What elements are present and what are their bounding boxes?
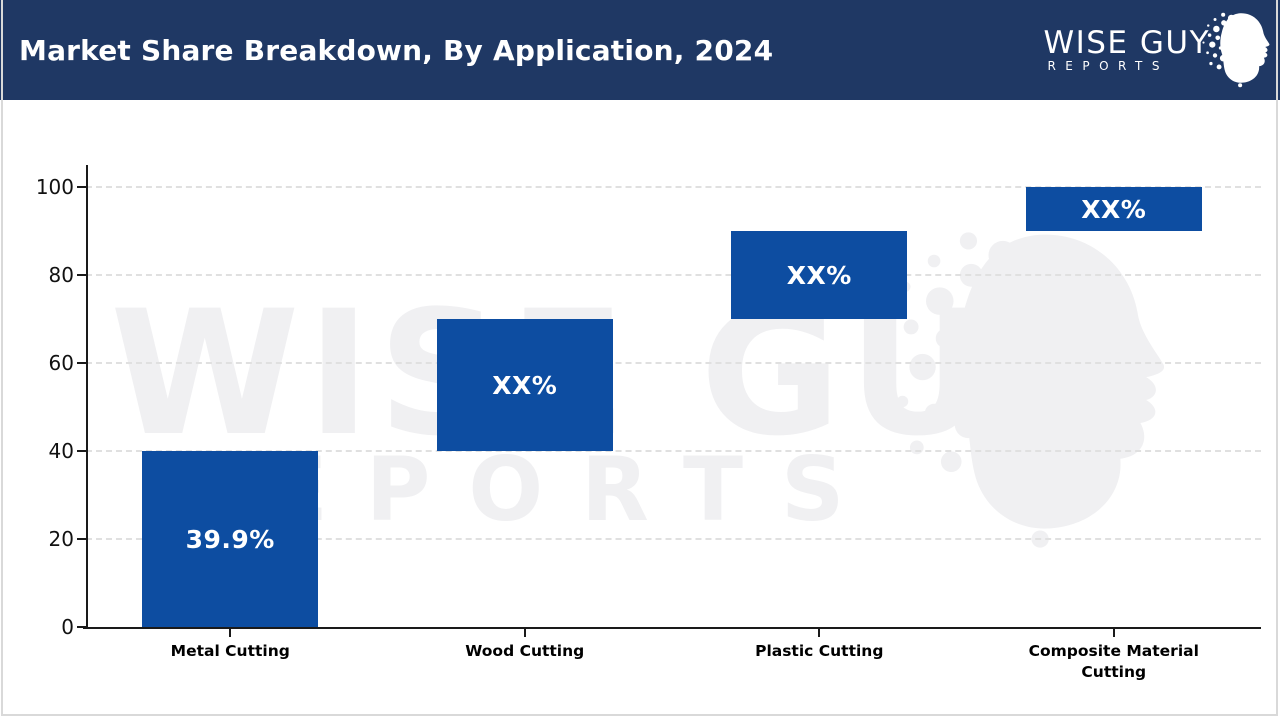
- gridline-y-100: [86, 186, 1261, 188]
- logo-head-icon: [1202, 12, 1270, 88]
- x-axis-label-metal-cutting: Metal Cutting: [170, 642, 290, 660]
- gridline-y-60: [86, 362, 1261, 364]
- x-axis-spine: [83, 627, 1261, 629]
- logo-text: WISE GUY REPORTS: [1043, 24, 1210, 74]
- bar-value-label: XX%: [786, 260, 852, 290]
- x-axis-tick-mark: [229, 629, 232, 637]
- y-axis-tick-mark: [77, 626, 86, 628]
- x-axis-label-composite-material-cutting: Composite Material Cutting: [1028, 642, 1199, 681]
- x-axis-tick-mark: [1112, 629, 1115, 637]
- gridline-y-40: [86, 450, 1261, 452]
- gridline-y-80: [86, 274, 1261, 276]
- y-axis-tick-mark: [77, 538, 86, 540]
- page-title: Market Share Breakdown, By Application, …: [19, 33, 774, 67]
- bar-composite-material-cutting: XX%: [1025, 187, 1202, 232]
- y-axis-spine: [86, 165, 88, 629]
- y-axis-tick-label: 20: [48, 527, 74, 551]
- y-axis-tick-label: 80: [48, 263, 74, 287]
- header-band: Market Share Breakdown, By Application, …: [0, 0, 1280, 100]
- y-axis-tick-mark: [77, 362, 86, 364]
- bar-metal-cutting: 39.9%: [142, 451, 319, 627]
- bar-wood-cutting: XX%: [436, 319, 613, 452]
- bar-plastic-cutting: XX%: [731, 231, 908, 320]
- x-axis-tick-mark: [818, 629, 821, 637]
- y-axis-tick-mark: [77, 186, 86, 188]
- y-axis-tick-label: 60: [48, 351, 74, 375]
- bar-value-label: 39.9%: [185, 524, 275, 554]
- logo-subtitle: REPORTS: [1047, 59, 1169, 74]
- y-axis-tick-mark: [77, 450, 86, 452]
- x-axis-label-plastic-cutting: Plastic Cutting: [755, 642, 884, 660]
- y-axis-tick-mark: [77, 274, 86, 276]
- bar-value-label: XX%: [492, 370, 558, 400]
- y-axis-tick-label: 0: [61, 615, 74, 639]
- x-axis-label-wood-cutting: Wood Cutting: [465, 642, 585, 660]
- wise-guy-logo: WISE GUY REPORTS: [1043, 6, 1272, 94]
- gridline-y-20: [86, 538, 1261, 540]
- y-axis-tick-label: 40: [48, 439, 74, 463]
- y-axis-tick-label: 100: [35, 175, 74, 199]
- x-axis-tick-mark: [523, 629, 526, 637]
- watermark-text-line1: WISE GUY: [110, 273, 1127, 474]
- logo-wordmark: WISE GUY: [1043, 24, 1210, 61]
- bar-value-label: XX%: [1081, 194, 1147, 224]
